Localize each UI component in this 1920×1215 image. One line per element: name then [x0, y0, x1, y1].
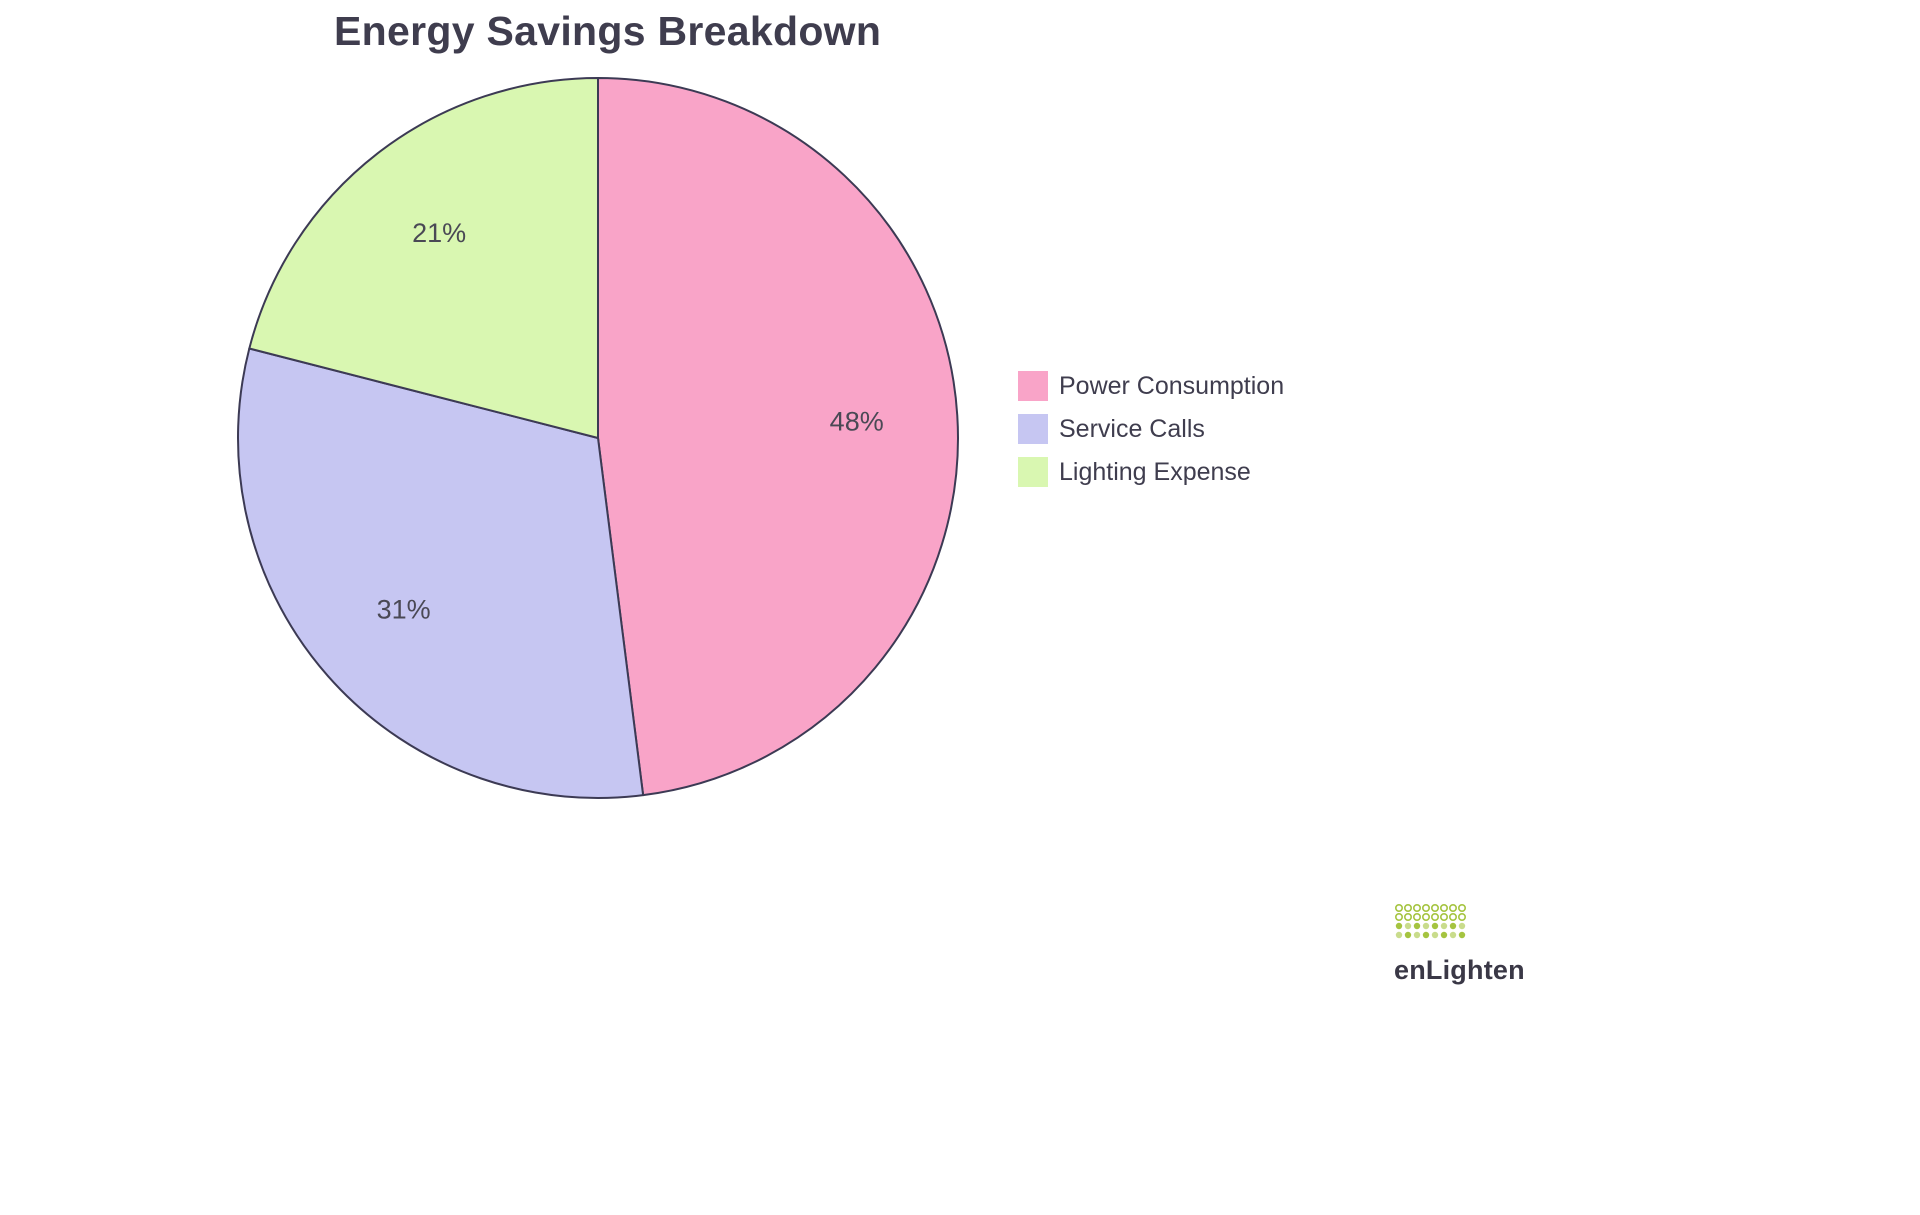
chart-title: Energy Savings Breakdown [334, 8, 882, 54]
slice-value-label: 21% [412, 218, 466, 248]
logo-dot [1458, 922, 1466, 930]
logo-dot [1439, 913, 1448, 922]
legend-swatch [1018, 414, 1048, 444]
legend-label: Power Consumption [1059, 372, 1285, 400]
logo-dot [1448, 903, 1457, 913]
logo-dot [1421, 903, 1430, 913]
logo-dot [1458, 903, 1467, 913]
pie-slice-power-consumption[interactable] [597, 77, 959, 797]
logo-dot [1395, 931, 1403, 939]
legend-label: Lighting Expense [1059, 458, 1251, 486]
logo-dot [1421, 913, 1430, 922]
logo-dots-icon [1394, 903, 1467, 939]
logo-dot [1413, 922, 1421, 930]
logo-dot [1431, 922, 1439, 930]
logo-dot [1404, 931, 1412, 939]
pie-slice-lighting-expense[interactable] [248, 77, 599, 439]
logo-dot [1431, 931, 1439, 939]
logo-dot [1394, 903, 1404, 913]
logo-dot [1439, 903, 1448, 913]
logo-dot [1448, 913, 1457, 922]
pie-chart: 48% 31% 21% [237, 77, 959, 799]
logo-dot [1395, 922, 1403, 930]
logo-dot [1430, 913, 1439, 922]
legend-item-power-consumption[interactable]: Power Consumption [1018, 371, 1284, 401]
logo-dot [1449, 922, 1457, 930]
logo-dot [1404, 913, 1413, 922]
logo-dot [1422, 931, 1430, 939]
logo-dot [1440, 922, 1448, 930]
logo-dot [1458, 931, 1466, 939]
logo-dot [1412, 903, 1421, 913]
legend-item-service-calls[interactable]: Service Calls [1018, 414, 1284, 444]
legend-item-lighting-expense[interactable]: Lighting Expense [1018, 457, 1284, 487]
brand-logo: enLighten [1394, 903, 1554, 986]
legend-swatch [1018, 457, 1048, 487]
logo-dot [1394, 913, 1404, 922]
slice-value-label: 31% [377, 594, 431, 624]
logo-dot [1412, 913, 1421, 922]
logo-dot [1449, 931, 1457, 939]
legend: Power Consumption Service Calls Lighting E… [1018, 371, 1284, 487]
legend-swatch [1018, 371, 1048, 401]
logo-dot [1440, 931, 1448, 939]
logo-dot [1413, 931, 1421, 939]
logo-dot [1422, 922, 1430, 930]
pie-chart-area: 48% 31% 21% [235, 75, 961, 801]
logo-dot [1458, 913, 1467, 922]
logo-dot [1430, 903, 1439, 913]
legend-label: Service Calls [1059, 415, 1205, 443]
pie-slice-service-calls[interactable] [237, 347, 645, 799]
slice-value-label: 48% [830, 407, 884, 437]
logo-text: enLighten [1394, 955, 1525, 985]
logo-dot [1404, 903, 1413, 913]
logo-dot [1404, 922, 1412, 930]
